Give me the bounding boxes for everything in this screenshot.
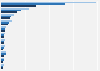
Bar [1, 8, 29, 10]
Bar [1, 42, 4, 44]
Bar [1, 67, 3, 69]
Bar [1, 10, 21, 11]
Bar [1, 28, 5, 30]
Bar [1, 64, 4, 66]
Bar [1, 1, 96, 3]
Bar [1, 41, 4, 42]
Bar [1, 51, 6, 53]
Bar [1, 59, 4, 61]
Bar [1, 20, 12, 22]
Bar [1, 39, 5, 41]
Bar [1, 17, 10, 19]
Bar [1, 61, 3, 63]
Bar [1, 66, 3, 67]
Bar [1, 36, 4, 38]
Bar [1, 49, 3, 50]
Bar [1, 58, 4, 59]
Bar [1, 33, 5, 34]
Bar [1, 11, 17, 13]
Bar [1, 55, 4, 57]
Bar [1, 30, 5, 32]
Bar [1, 22, 9, 24]
Bar [1, 34, 4, 36]
Bar [1, 5, 36, 7]
Bar [1, 16, 11, 17]
Bar [1, 14, 14, 16]
Bar [1, 53, 6, 55]
Bar [1, 3, 65, 5]
Bar [1, 24, 8, 25]
Bar [1, 26, 6, 28]
Bar [1, 47, 4, 49]
Bar [1, 45, 5, 47]
